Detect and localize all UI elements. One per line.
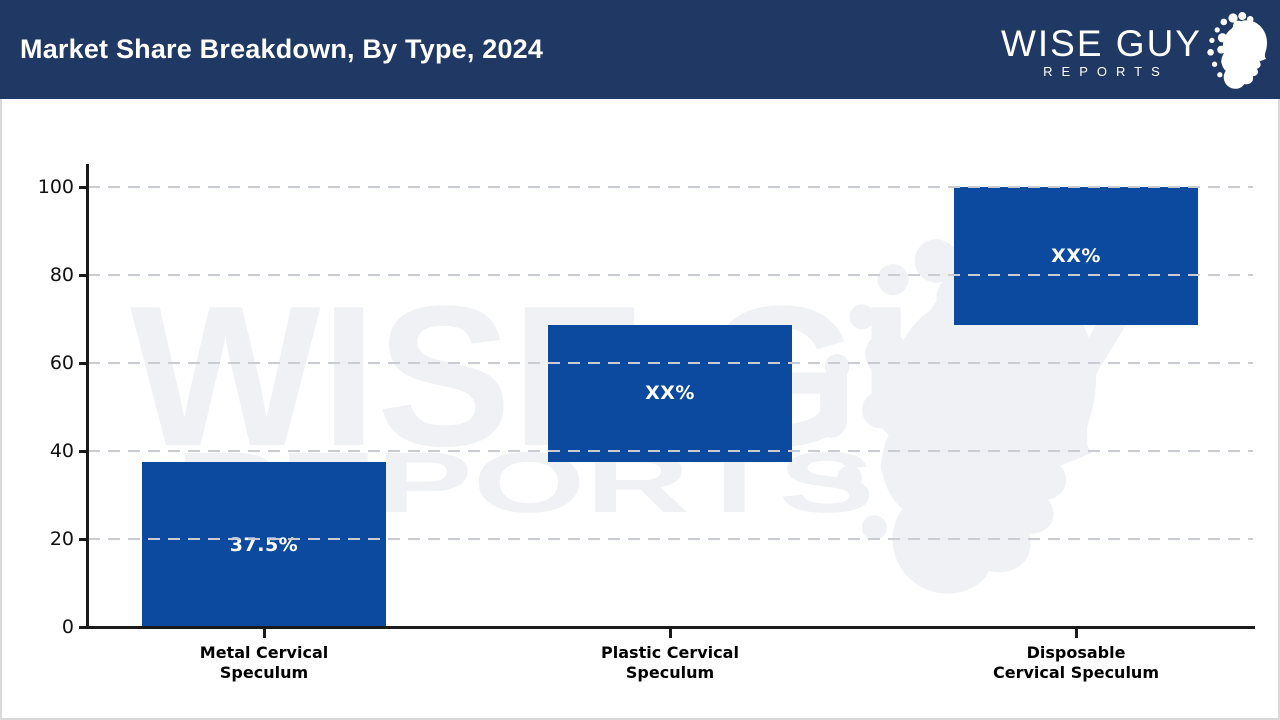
- x-category-label-line: Disposable: [1026, 643, 1126, 662]
- x-category-label-line: Speculum: [625, 663, 715, 682]
- page-title: Market Share Breakdown, By Type, 2024: [20, 34, 544, 64]
- y-tick: [79, 273, 88, 277]
- x-category-label: Disposable Cervical Speculum: [906, 643, 1246, 683]
- gridline-20: [88, 538, 1253, 540]
- y-tick: [79, 449, 88, 453]
- x-category-label-line: Plastic Cervical: [601, 643, 739, 662]
- x-category-label: Metal Cervical Speculum: [94, 643, 434, 683]
- x-category-label: Plastic Cervical Speculum: [500, 643, 840, 683]
- y-tick: [79, 625, 88, 629]
- y-tick: [79, 361, 88, 365]
- wise-guy-logo: WISE GUY REPORTS: [1001, 8, 1270, 94]
- gridline-80: [88, 274, 1253, 276]
- bar-segment-1: 37.5%: [142, 462, 386, 627]
- x-tick: [262, 629, 266, 638]
- gridline-40: [88, 450, 1253, 452]
- y-tick-label: 60: [49, 352, 74, 374]
- y-tick-label: 80: [49, 264, 74, 286]
- logo-face-icon: [1207, 12, 1268, 89]
- x-tick: [668, 629, 672, 638]
- y-axis-line: [86, 164, 89, 629]
- watermark-face-icon: [815, 233, 1097, 594]
- x-tick: [1074, 629, 1078, 638]
- x-category-label-line: Speculum: [219, 663, 309, 682]
- y-tick-label: 0: [61, 616, 74, 638]
- x-axis-line: [86, 626, 1255, 629]
- y-tick-label: 20: [49, 528, 74, 550]
- bar-segment-2: XX%: [548, 324, 792, 462]
- bar-value-label: 37.5%: [229, 533, 299, 556]
- x-category-label-line: Cervical Speculum: [993, 663, 1159, 682]
- logo-text: WISE GUY REPORTS: [1001, 25, 1202, 78]
- y-tick: [79, 537, 88, 541]
- bar-value-label: XX%: [1051, 244, 1101, 267]
- header-bar: Market Share Breakdown, By Type, 2024 WI…: [0, 0, 1280, 99]
- y-tick-label: 100: [37, 176, 74, 198]
- logo-wordmark: WISE GUY: [1000, 22, 1202, 64]
- logo-subtitle: REPORTS: [1043, 63, 1169, 79]
- gridline-100: [88, 186, 1253, 188]
- bar-value-label: XX%: [645, 382, 695, 405]
- gridline-60: [88, 362, 1253, 364]
- bar-segment-3: XX%: [954, 187, 1198, 325]
- y-tick: [79, 185, 88, 189]
- y-tick-label: 40: [49, 440, 74, 462]
- x-category-label-line: Metal Cervical: [199, 643, 329, 662]
